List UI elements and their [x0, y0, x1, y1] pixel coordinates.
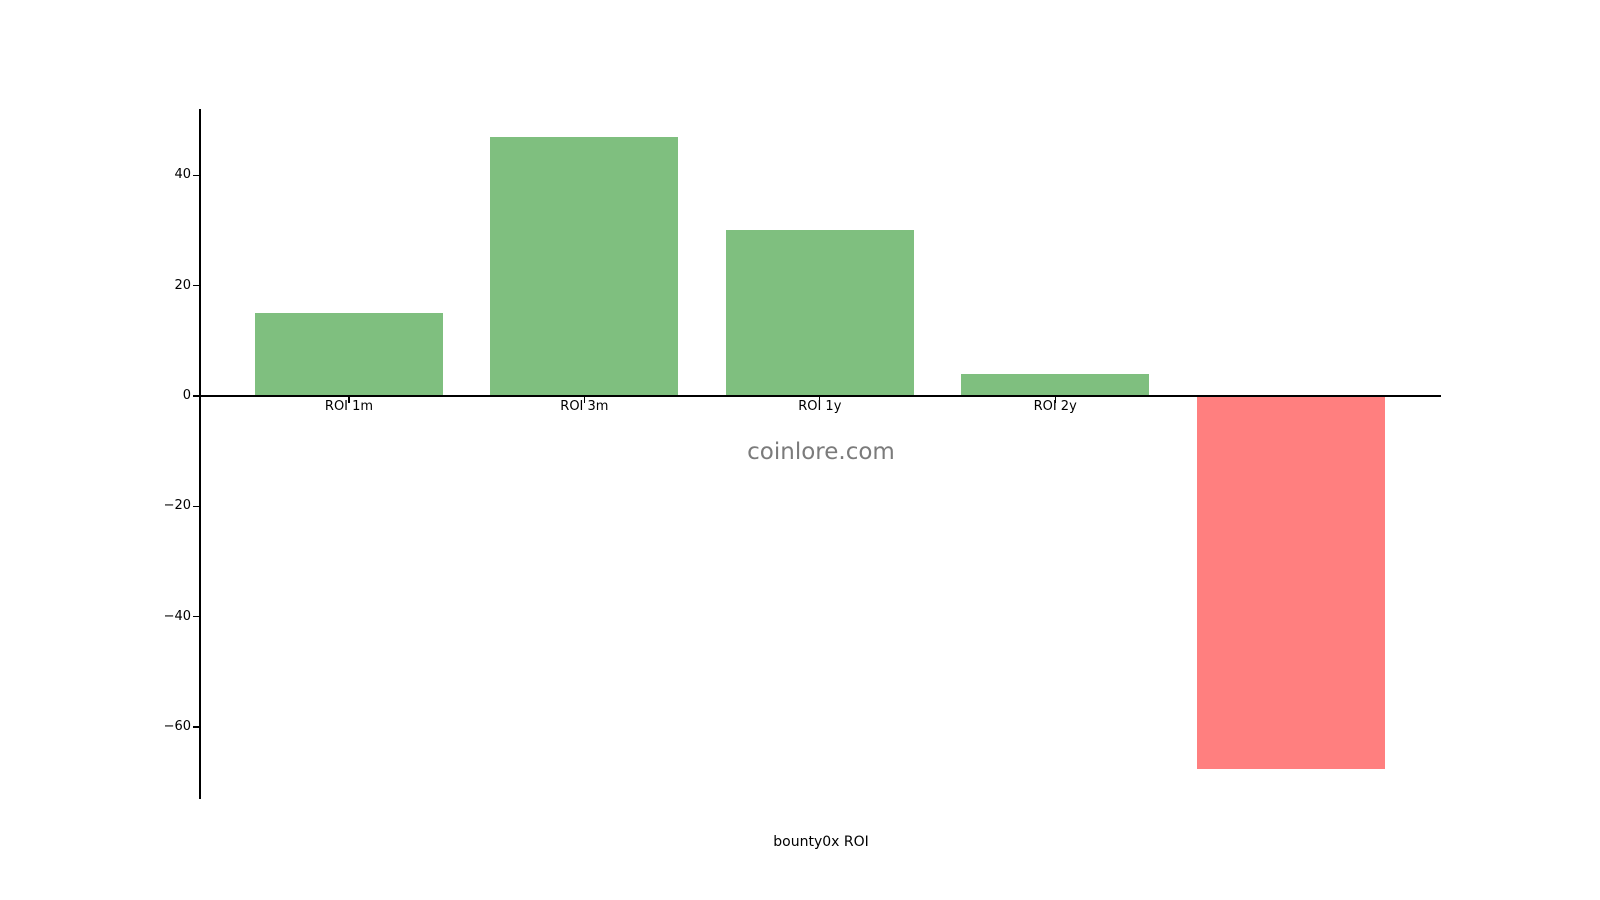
- y-axis-tick: [193, 285, 200, 287]
- watermark: coinlore.com: [747, 439, 895, 465]
- bar-positive: [961, 373, 1150, 396]
- y-axis-tick: [193, 616, 200, 618]
- y-axis-tick-label: 40: [174, 167, 191, 183]
- y-axis-tick-label: −20: [163, 498, 191, 514]
- x-axis-tick-label: ROI 1m: [324, 398, 374, 414]
- y-axis-tick-label: −40: [163, 608, 191, 624]
- y-axis-line: [199, 109, 201, 799]
- y-axis-tick-label: −60: [163, 719, 191, 734]
- y-axis-tick-label: 0: [182, 388, 191, 403]
- y-axis-tick: [193, 505, 200, 507]
- y-axis-tick: [193, 395, 200, 397]
- y-axis-tick: [193, 726, 200, 728]
- x-axis-tick-label: ROI 2y: [1033, 398, 1077, 414]
- chart-title: bounty0x ROI: [773, 834, 869, 850]
- x-axis-tick: [583, 396, 585, 403]
- x-axis-tick: [348, 396, 350, 403]
- y-axis-tick: [193, 174, 200, 176]
- x-axis-line: [199, 395, 1442, 397]
- x-axis-tick-label: ROI 3m: [560, 398, 609, 414]
- bar-positive: [725, 230, 914, 396]
- bar-positive: [490, 136, 679, 396]
- x-axis-tick-label: ROI 1y: [798, 398, 842, 414]
- bar-positive: [255, 313, 443, 396]
- y-axis-tick-label: 20: [174, 277, 191, 293]
- x-axis-tick: [1054, 396, 1056, 403]
- bar-negative: [1196, 396, 1385, 769]
- x-axis-tick: [819, 396, 821, 403]
